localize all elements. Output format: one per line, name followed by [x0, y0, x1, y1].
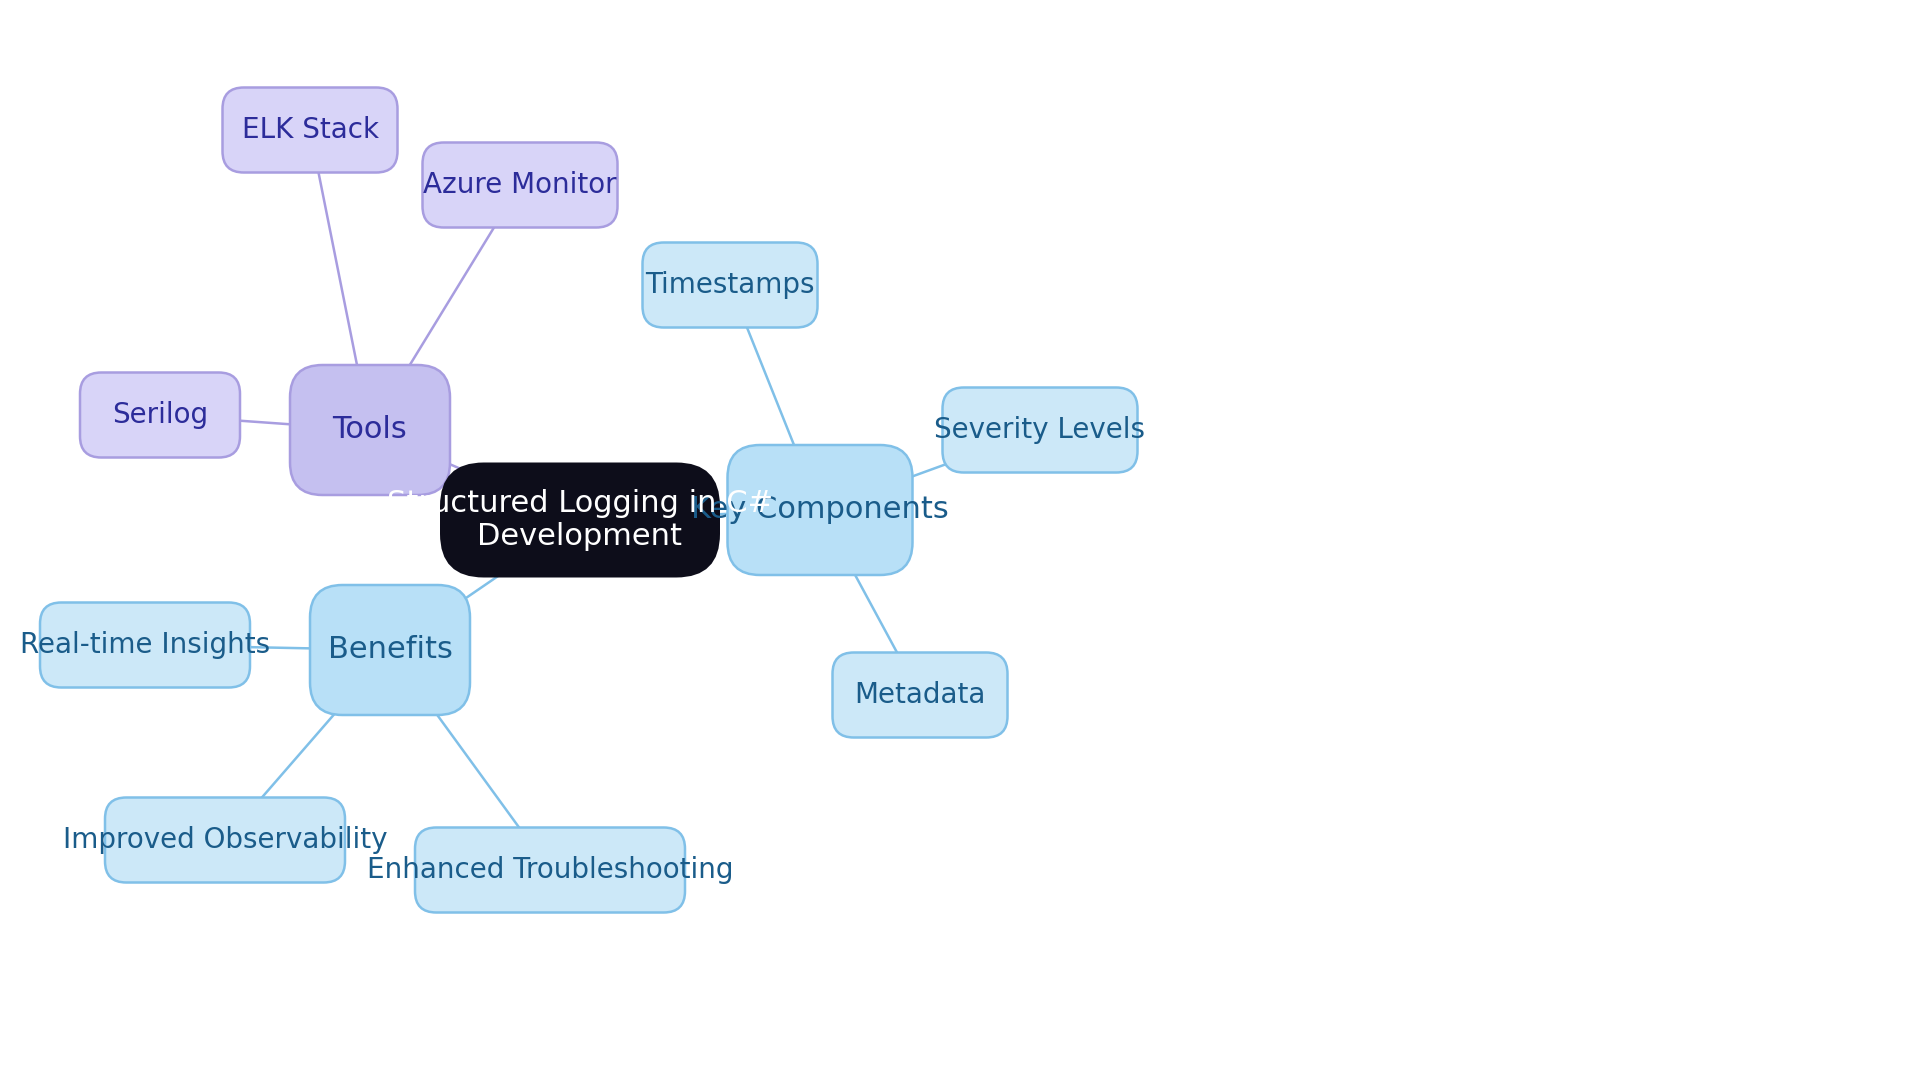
FancyBboxPatch shape	[290, 365, 449, 495]
FancyBboxPatch shape	[81, 373, 240, 457]
FancyBboxPatch shape	[223, 88, 397, 172]
Text: Azure Monitor: Azure Monitor	[422, 171, 616, 199]
FancyBboxPatch shape	[106, 797, 346, 883]
Text: Severity Levels: Severity Levels	[935, 416, 1146, 444]
Text: Structured Logging in C#
Development: Structured Logging in C# Development	[386, 488, 774, 551]
Text: Improved Observability: Improved Observability	[63, 826, 388, 854]
FancyBboxPatch shape	[643, 243, 818, 327]
FancyBboxPatch shape	[40, 602, 250, 688]
Text: Timestamps: Timestamps	[645, 271, 814, 299]
Text: ELK Stack: ELK Stack	[242, 116, 378, 144]
Text: Tools: Tools	[332, 416, 407, 444]
Text: Real-time Insights: Real-time Insights	[19, 631, 271, 658]
Text: Key Components: Key Components	[691, 496, 948, 524]
FancyBboxPatch shape	[415, 827, 685, 913]
Text: Metadata: Metadata	[854, 681, 985, 709]
FancyBboxPatch shape	[422, 143, 618, 227]
FancyBboxPatch shape	[833, 652, 1008, 738]
Text: Serilog: Serilog	[111, 401, 207, 429]
FancyBboxPatch shape	[728, 445, 912, 575]
FancyBboxPatch shape	[440, 462, 720, 577]
FancyBboxPatch shape	[943, 388, 1137, 472]
Text: Benefits: Benefits	[328, 636, 453, 665]
Text: Enhanced Troubleshooting: Enhanced Troubleshooting	[367, 856, 733, 884]
FancyBboxPatch shape	[309, 585, 470, 715]
